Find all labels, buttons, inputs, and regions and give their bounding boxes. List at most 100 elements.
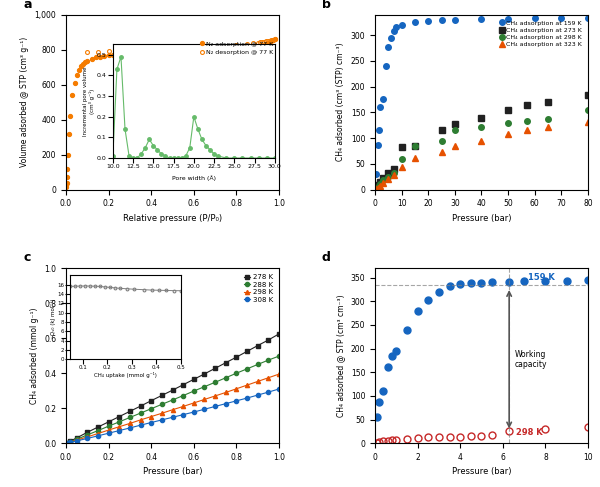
308 K <box>265 389 272 395</box>
N₂ desorption @ 77 K <box>260 39 268 45</box>
N₂ adsorption @ 77 K <box>127 50 134 56</box>
288 K <box>116 419 123 425</box>
Legend: N₂ adsorption @ 77 K, N₂ desorption @ 77 K: N₂ adsorption @ 77 K, N₂ desorption @ 77… <box>197 39 276 57</box>
N₂ adsorption @ 77 K <box>105 52 112 58</box>
N₂ adsorption @ 77 K <box>116 51 123 57</box>
288 K <box>105 423 112 429</box>
N₂ desorption @ 77 K <box>265 38 272 44</box>
298 K <box>212 393 219 399</box>
N₂ desorption @ 77 K <box>267 37 274 43</box>
278 K <box>179 382 187 388</box>
N₂ adsorption @ 77 K <box>63 180 70 186</box>
N₂ adsorption @ 77 K <box>67 113 74 119</box>
CH₄ adsorption at 159 K <box>373 171 380 177</box>
N₂ adsorption @ 77 K <box>62 184 70 190</box>
308 K <box>84 435 91 441</box>
278 K <box>254 343 262 349</box>
Line: 288 K: 288 K <box>64 354 281 445</box>
CH₄ adsorption at 298 K <box>505 120 512 126</box>
CH₄ adsorption at 273 K <box>373 185 380 191</box>
N₂ desorption @ 77 K <box>190 45 197 51</box>
288 K <box>137 410 144 416</box>
CH₄ adsorption at 273 K <box>390 166 397 172</box>
CH₄ adsorption at 159 K <box>388 35 395 41</box>
Text: 159 K: 159 K <box>529 273 555 282</box>
X-axis label: Pressure (bar): Pressure (bar) <box>143 468 202 476</box>
298 K <box>84 434 91 440</box>
298 K <box>169 407 176 412</box>
298 K <box>105 427 112 433</box>
Text: c: c <box>23 251 31 264</box>
308 K <box>158 417 166 423</box>
288 K <box>222 375 229 381</box>
N₂ desorption @ 77 K <box>244 41 251 47</box>
CH₄ adsorption at 323 K <box>478 138 485 144</box>
N₂ adsorption @ 77 K <box>271 37 278 42</box>
CH₄ adsorption at 159 K <box>392 24 400 30</box>
N₂ adsorption @ 77 K <box>265 39 272 45</box>
Y-axis label: CH₄ adsorbed (cm³ (STP) cm⁻³): CH₄ adsorbed (cm³ (STP) cm⁻³) <box>336 43 345 161</box>
N₂ adsorption @ 77 K <box>79 61 86 67</box>
Text: a: a <box>23 0 32 11</box>
Y-axis label: Volume adsorbed @ STP (cm³ g⁻¹): Volume adsorbed @ STP (cm³ g⁻¹) <box>20 37 29 167</box>
288 K <box>73 436 80 442</box>
N₂ adsorption @ 77 K <box>222 48 229 54</box>
N₂ adsorption @ 77 K <box>88 56 95 62</box>
N₂ adsorption @ 77 K <box>263 41 270 47</box>
CH₄ adsorption at 159 K <box>411 19 418 25</box>
298 K <box>179 404 187 410</box>
CH₄ adsorption at 159 K <box>584 15 592 20</box>
CH₄ adsorption at 323 K <box>373 186 380 192</box>
N₂ adsorption @ 77 K <box>233 48 240 54</box>
N₂ desorption @ 77 K <box>169 46 176 52</box>
CH₄ adsorption at 323 K <box>451 143 458 149</box>
308 K <box>94 433 101 439</box>
CH₄ adsorption at 298 K <box>544 115 551 121</box>
Line: 308 K: 308 K <box>64 387 281 445</box>
308 K <box>148 420 155 426</box>
Text: d: d <box>322 251 331 264</box>
N₂ adsorption @ 77 K <box>65 151 72 157</box>
288 K <box>212 379 219 385</box>
CH₄ adsorption at 273 K <box>398 145 405 150</box>
278 K <box>105 419 112 425</box>
298 K <box>265 375 272 381</box>
308 K <box>275 386 283 392</box>
N₂ desorption @ 77 K <box>263 38 270 44</box>
308 K <box>67 439 74 445</box>
278 K <box>137 403 144 409</box>
278 K <box>94 424 101 430</box>
N₂ adsorption @ 77 K <box>169 49 176 55</box>
CH₄ adsorption at 323 K <box>544 124 551 130</box>
CH₄ adsorption at 323 K <box>390 172 397 178</box>
N₂ adsorption @ 77 K <box>250 47 257 53</box>
298 K <box>190 400 197 406</box>
288 K <box>275 353 283 359</box>
CH₄ adsorption at 273 K <box>544 99 551 105</box>
CH₄ adsorption at 323 K <box>411 155 418 161</box>
278 K <box>244 348 251 354</box>
CH₄ adsorption at 323 K <box>377 183 384 189</box>
278 K <box>212 365 219 371</box>
CH₄ adsorption at 273 K <box>379 175 386 181</box>
N₂ adsorption @ 77 K <box>212 48 219 54</box>
CH₄ adsorption at 159 K <box>376 128 383 133</box>
278 K <box>116 413 123 419</box>
N₂ adsorption @ 77 K <box>190 49 197 55</box>
CH₄ adsorption at 273 K <box>584 93 592 98</box>
CH₄ adsorption at 273 K <box>478 114 485 120</box>
278 K <box>62 440 70 446</box>
298 K <box>127 420 134 426</box>
X-axis label: Pressure (bar): Pressure (bar) <box>452 214 511 223</box>
308 K <box>179 412 187 417</box>
CH₄ adsorption at 273 K <box>451 121 458 127</box>
308 K <box>212 404 219 410</box>
N₂ adsorption @ 77 K <box>254 45 262 51</box>
288 K <box>169 397 176 403</box>
N₂ adsorption @ 77 K <box>269 37 276 43</box>
278 K <box>233 354 240 360</box>
N₂ adsorption @ 77 K <box>259 43 266 49</box>
CH₄ adsorption at 323 K <box>438 150 445 155</box>
298 K <box>254 378 262 384</box>
CH₄ adsorption at 298 K <box>451 128 458 133</box>
